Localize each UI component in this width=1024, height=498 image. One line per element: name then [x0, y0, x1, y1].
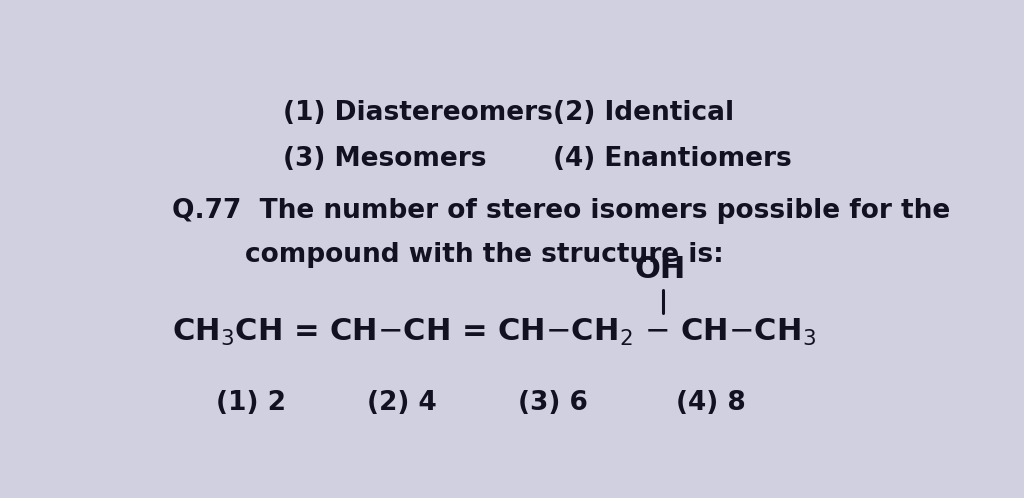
Text: (3) Mesomers: (3) Mesomers [283, 146, 486, 172]
Text: (2) 4: (2) 4 [367, 390, 436, 416]
Text: (4) Enantiomers: (4) Enantiomers [553, 146, 792, 172]
Text: compound with the structure is:: compound with the structure is: [172, 242, 723, 268]
Text: OH: OH [634, 255, 685, 284]
Text: (1) Diastereomers: (1) Diastereomers [283, 100, 553, 126]
Text: (4) 8: (4) 8 [677, 390, 746, 416]
Text: Q.77  The number of stereo isomers possible for the: Q.77 The number of stereo isomers possib… [172, 198, 950, 224]
Text: (2) Identical: (2) Identical [553, 100, 734, 126]
Text: (1) 2: (1) 2 [216, 390, 286, 416]
Text: CH$_3$CH = CH$-$CH = CH$-$CH$_2$ $-$ CH$-$CH$_3$: CH$_3$CH = CH$-$CH = CH$-$CH$_2$ $-$ CH$… [172, 316, 816, 348]
Text: (3) 6: (3) 6 [518, 390, 588, 416]
